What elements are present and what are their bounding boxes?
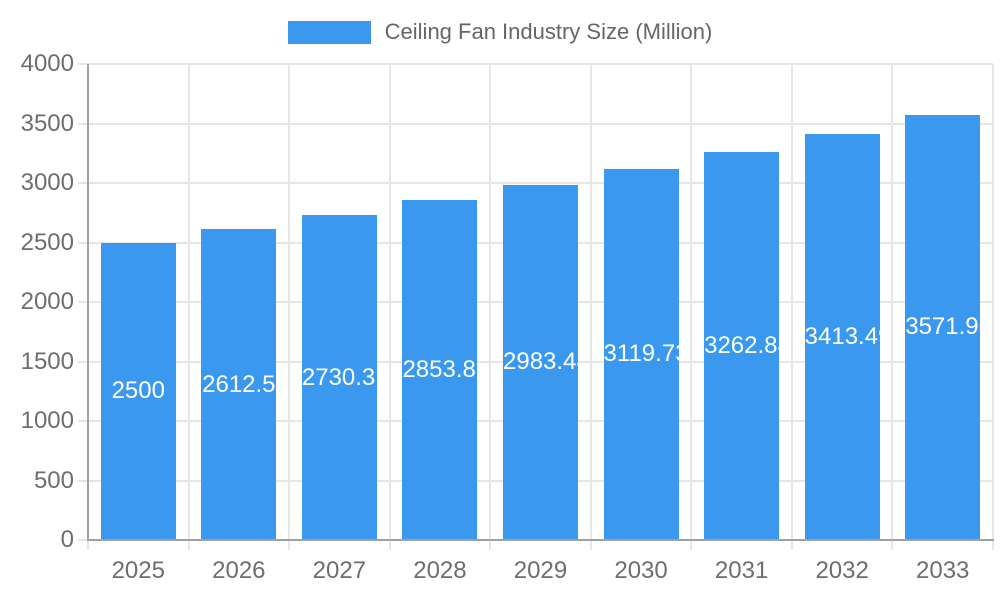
legend-label: Ceiling Fan Industry Size (Million) — [384, 19, 713, 44]
bar[interactable] — [301, 215, 377, 540]
bar[interactable] — [804, 133, 880, 540]
x-axis-line — [87, 539, 994, 541]
bar-value-label: 2500 — [111, 377, 165, 405]
y-axis-line — [87, 64, 89, 540]
bar-value-label: 2730.31 — [301, 363, 377, 391]
x-axis-tick-label: 2028 — [413, 557, 467, 584]
gridline-vertical — [690, 64, 693, 550]
bar-value-label: 2853.82 — [402, 356, 477, 384]
y-axis-tick-label: 1000 — [20, 407, 74, 434]
gridline-horizontal — [78, 122, 993, 125]
bar-value-label: 3262.88 — [704, 331, 779, 359]
bar-value-label: 3119.73 — [603, 340, 679, 368]
gridline-horizontal — [78, 182, 993, 184]
y-axis-tick — [78, 539, 88, 541]
x-axis-tick-label: 2026 — [212, 557, 266, 584]
x-axis-tick-label: 2027 — [312, 557, 367, 584]
bar[interactable] — [603, 168, 679, 540]
y-axis-tick-label: 2500 — [20, 228, 74, 256]
gridline-vertical — [187, 64, 190, 550]
bar[interactable] — [503, 184, 578, 540]
bar[interactable] — [100, 242, 176, 540]
y-axis-tick-label: 1500 — [20, 347, 74, 375]
x-axis-tick-label: 2030 — [614, 557, 668, 584]
gridline-vertical — [891, 64, 894, 550]
y-axis-tick-label: 2000 — [20, 288, 74, 315]
legend-swatch-icon — [287, 20, 371, 44]
x-axis-tick-label: 2025 — [111, 557, 165, 584]
y-axis-tick-label: 4000 — [20, 50, 74, 77]
x-axis-tick-label: 2031 — [714, 557, 769, 584]
x-axis-tick-label: 2029 — [513, 557, 568, 584]
x-axis-tick-label: 2033 — [916, 557, 970, 584]
x-axis-tick-label: 2032 — [815, 557, 869, 584]
y-axis-tick-label: 3500 — [20, 109, 74, 137]
gridline-horizontal — [78, 63, 993, 65]
legend-item[interactable]: Ceiling Fan Industry Size (Million) — [0, 18, 1000, 46]
gridline-vertical — [992, 64, 994, 550]
gridline-vertical — [589, 64, 592, 550]
gridline-vertical — [790, 64, 793, 550]
bar[interactable] — [704, 151, 780, 540]
bar-value-label: 2612.5 — [202, 370, 276, 398]
bar-value-label: 3571.96 — [905, 313, 980, 341]
bar-value-label: 2983.48 — [503, 348, 578, 376]
bar-value-label: 3413.49 — [804, 322, 880, 350]
bar[interactable] — [905, 114, 981, 540]
y-axis-tick-label: 500 — [33, 466, 74, 494]
gridline-vertical — [388, 64, 391, 550]
y-axis-tick-label: 0 — [60, 526, 74, 553]
y-axis-tick-label: 3000 — [20, 169, 74, 196]
bar[interactable] — [201, 229, 277, 540]
bar[interactable] — [402, 200, 478, 540]
gridline-vertical — [288, 64, 291, 550]
gridline-vertical — [489, 64, 492, 550]
